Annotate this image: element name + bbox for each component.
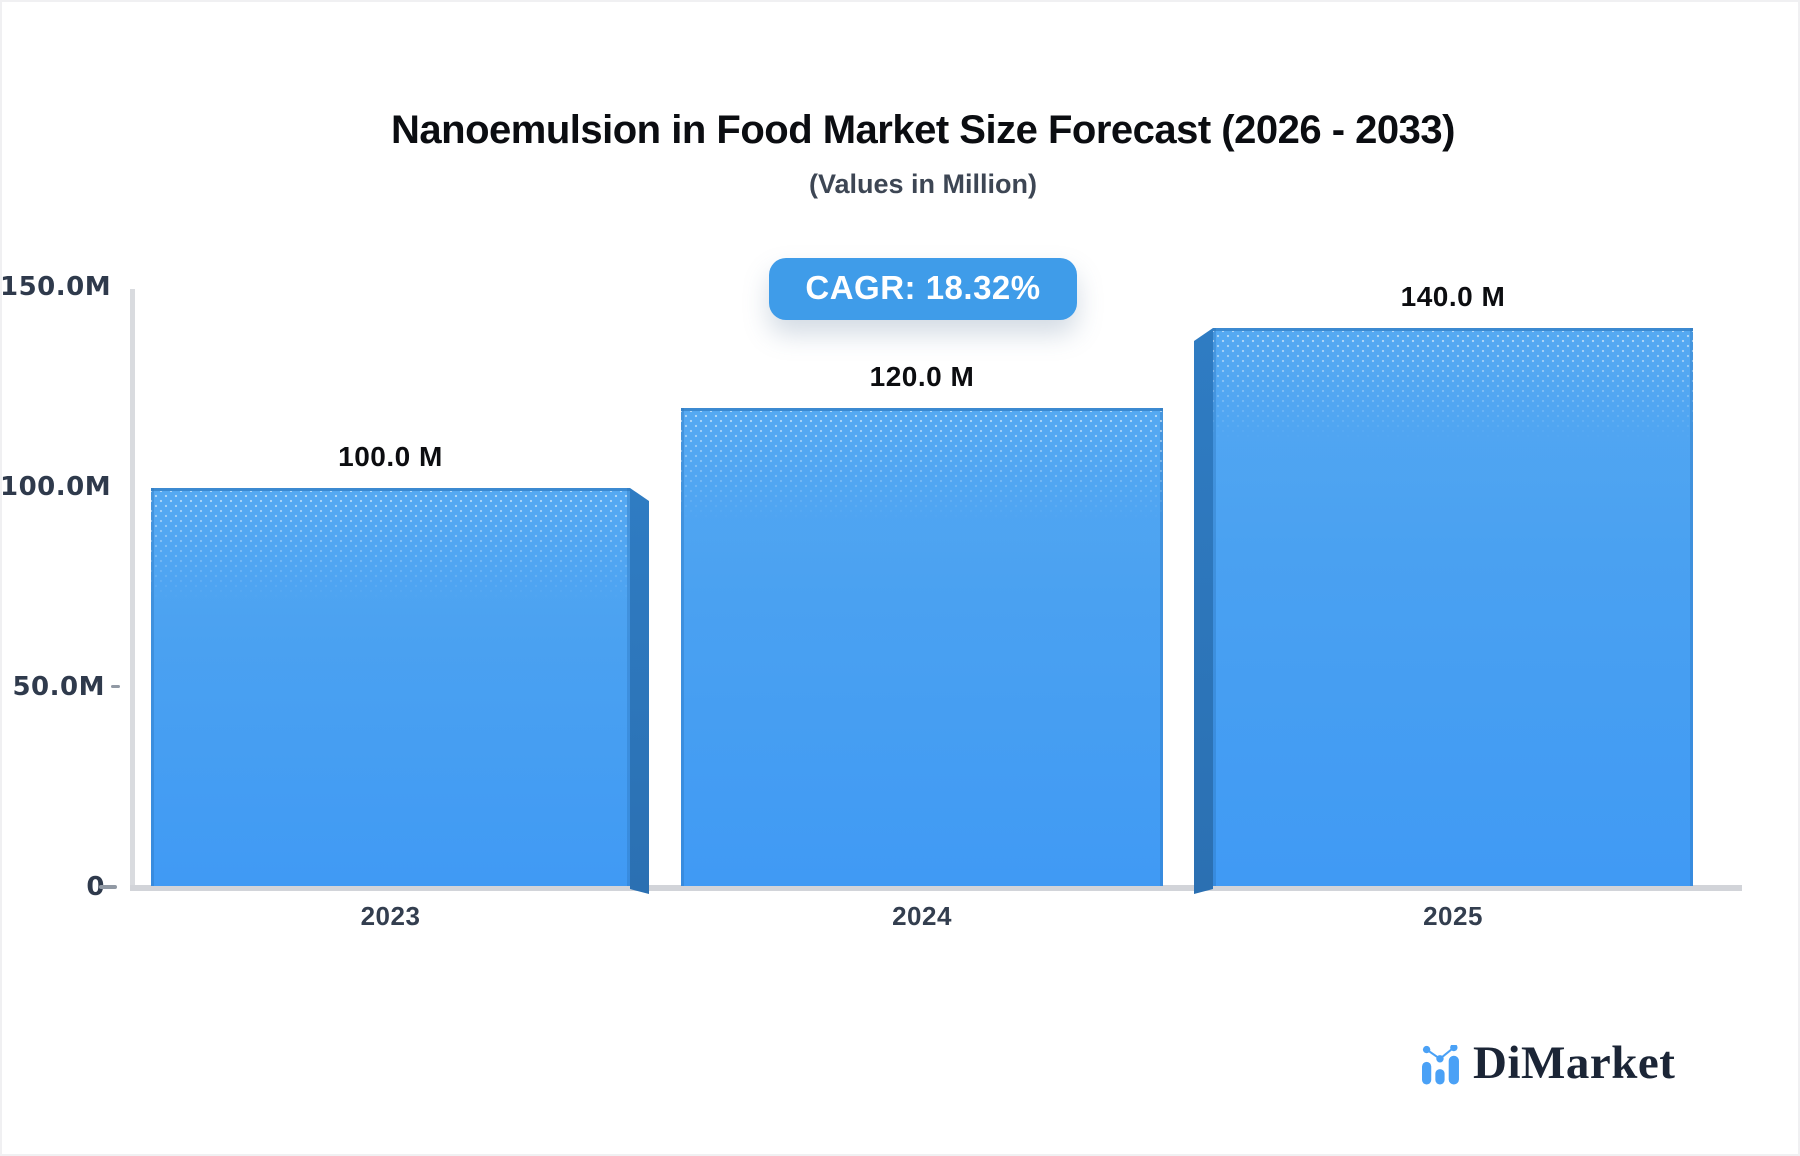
brand-logo: DiMarket — [1422, 1040, 1675, 1087]
bar-value-label: 100.0 M — [338, 441, 443, 472]
bar-value-label: 120.0 M — [869, 361, 975, 392]
bar-2024 — [681, 408, 1163, 886]
chart-title: Nanoemulsion in Food Market Size Forecas… — [391, 108, 1455, 152]
brand-name: DiMarket — [1473, 1037, 1676, 1089]
y-axis-line — [130, 289, 135, 890]
x-axis-label: 2023 — [360, 901, 421, 931]
x-axis-label: 2024 — [892, 901, 952, 931]
y-axis-label: 50.0M — [12, 672, 105, 702]
y-axis-label: 100.0M — [0, 472, 112, 502]
x-axis-line — [130, 885, 1742, 891]
y-axis-label: 150.0M — [0, 272, 112, 302]
cagr-badge: CAGR: 18.32% — [769, 258, 1077, 320]
bar-3d-side-face — [630, 488, 649, 894]
cagr-badge-row: CAGR: 18.32% — [46, 258, 1800, 320]
bar-chart-logo-icon — [1422, 1045, 1459, 1085]
bar-3d-side-face — [1194, 328, 1213, 894]
chart-subtitle: (Values in Million) — [808, 169, 1038, 199]
x-axis-label: 2025 — [1423, 901, 1483, 931]
y-axis-label: 0 — [86, 872, 105, 902]
y-axis-tick — [99, 885, 117, 889]
bar-2023 — [151, 488, 630, 886]
y-axis-tick — [111, 685, 120, 688]
bar-value-label: 140.0 M — [1400, 281, 1506, 312]
bar-2025 — [1213, 328, 1693, 886]
